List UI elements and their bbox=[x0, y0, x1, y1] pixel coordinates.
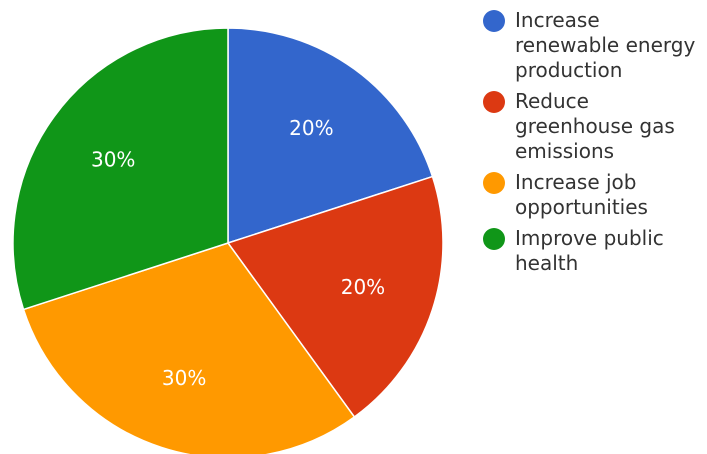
pie-slice-4[interactable] bbox=[12, 27, 229, 311]
chart-legend: Increase renewable energy production Redu… bbox=[483, 8, 707, 282]
legend-label: Reduce greenhouse gas emissions bbox=[515, 89, 675, 163]
pie-plot-area: 20% 20% 30% 30% bbox=[12, 27, 444, 454]
pie-slice-label-4: 30% bbox=[91, 148, 135, 172]
legend-item-4[interactable]: Improve public health bbox=[483, 226, 707, 276]
legend-label: Increase renewable energy production bbox=[515, 8, 696, 82]
pie-slice-label-3: 30% bbox=[162, 366, 206, 390]
pie-slice-1[interactable] bbox=[227, 27, 434, 245]
pie-slice-2[interactable] bbox=[226, 175, 444, 418]
legend-swatch-icon bbox=[483, 228, 505, 250]
legend-label: Improve public health bbox=[515, 226, 664, 275]
legend-swatch-icon bbox=[483, 172, 505, 194]
legend-item-3[interactable]: Increase job opportunities bbox=[483, 170, 707, 220]
legend-swatch-icon bbox=[483, 91, 505, 113]
pie-slice-label-2: 20% bbox=[341, 275, 385, 299]
pie-slice-label-1: 20% bbox=[289, 116, 333, 140]
legend-item-1[interactable]: Increase renewable energy production bbox=[483, 8, 707, 83]
legend-item-2[interactable]: Reduce greenhouse gas emissions bbox=[483, 89, 707, 164]
legend-swatch-icon bbox=[483, 10, 505, 32]
legend-label: Increase job opportunities bbox=[515, 170, 648, 219]
pie-slice-3[interactable] bbox=[22, 242, 356, 454]
